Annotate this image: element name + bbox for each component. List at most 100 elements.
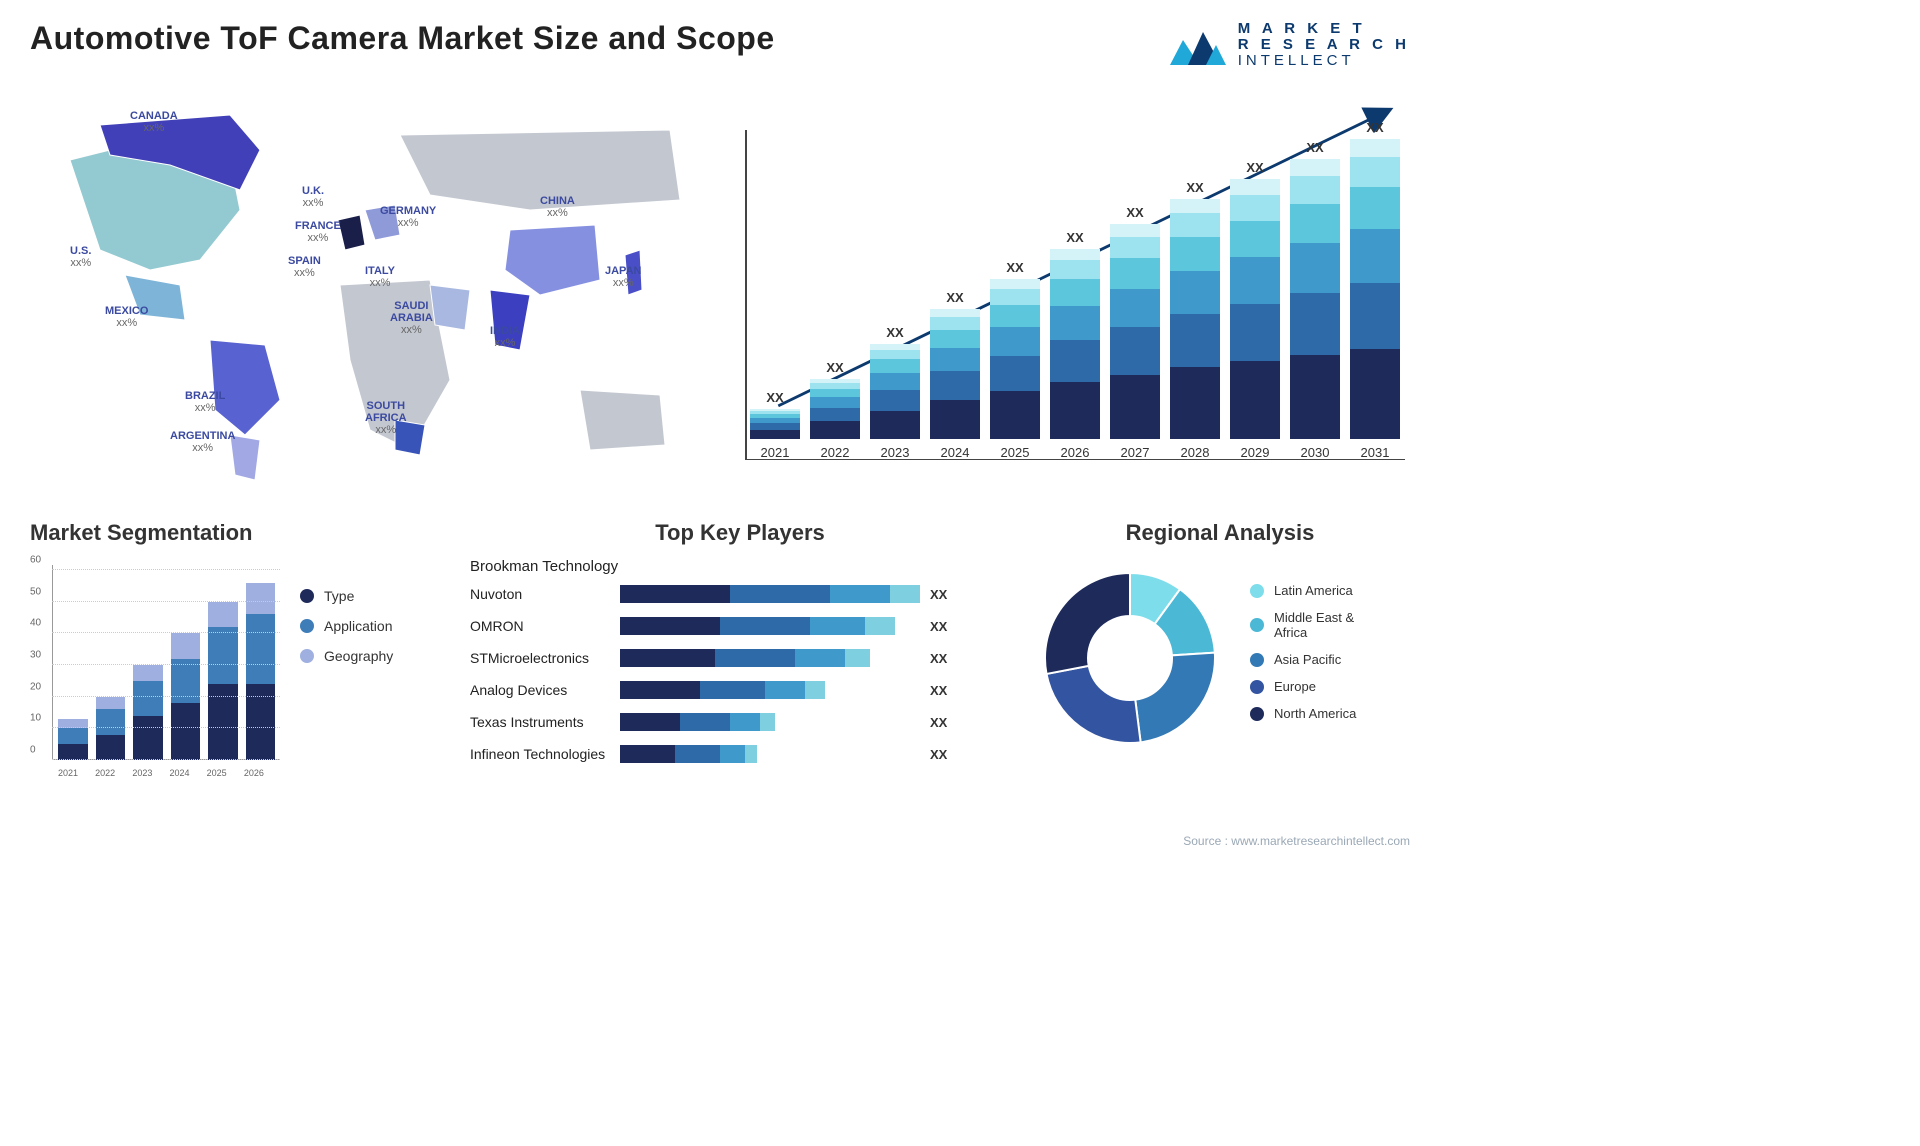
country-au — [580, 390, 665, 450]
segmentation-chart: 0102030405060202120222023202420252026 — [30, 558, 280, 778]
bar-segment — [810, 421, 860, 439]
bar-value-label: XX — [1006, 260, 1023, 275]
players-list: Nuvoton XXOMRON XXSTMicroelectronics XXA… — [470, 581, 1010, 767]
bar-value-label: XX — [1306, 140, 1323, 155]
grid-line — [52, 759, 280, 760]
map-label: MEXICOxx% — [105, 305, 148, 329]
bar-segment — [870, 411, 920, 440]
map-label: GERMANYxx% — [380, 205, 436, 229]
player-name: Texas Instruments — [470, 714, 620, 730]
grid-line — [52, 696, 280, 697]
seg-bar-col — [58, 719, 88, 760]
map-label: U.K.xx% — [302, 185, 324, 209]
main-bar-col: XX2029 — [1230, 160, 1280, 460]
player-bar-seg — [730, 585, 830, 603]
legend-label: Asia Pacific — [1274, 652, 1341, 667]
bottom-section: Market Segmentation 01020304050602021202… — [30, 520, 1410, 790]
bar-segment — [750, 430, 800, 439]
bar-value-label: XX — [1066, 230, 1083, 245]
seg-bar-segment — [96, 735, 126, 760]
bar-segment — [1110, 375, 1160, 440]
map-label: CHINAxx% — [540, 195, 575, 219]
seg-bar-col — [208, 602, 238, 760]
legend-label: Application — [324, 618, 393, 634]
player-row: Nuvoton XX — [470, 581, 1010, 607]
player-bar-seg — [620, 745, 675, 763]
player-bar-seg — [715, 649, 795, 667]
bar-segment — [1230, 361, 1280, 439]
bar-segment — [990, 391, 1040, 439]
country-cn — [505, 225, 600, 295]
bar-segment — [1170, 314, 1220, 367]
bar-segment — [1050, 279, 1100, 306]
country-eu1 — [338, 215, 365, 250]
seg-x-label: 2025 — [207, 768, 227, 778]
logo: M A R K E T R E S E A R C H INTELLECT — [1168, 20, 1410, 70]
y-tick: 10 — [30, 713, 41, 724]
main-bar-col: XX2027 — [1110, 205, 1160, 460]
map-label: CANADAxx% — [130, 110, 178, 134]
bar-segment — [750, 423, 800, 430]
main-bar-col: XX2021 — [750, 390, 800, 460]
player-bar-seg — [675, 745, 720, 763]
player-bar-seg — [760, 713, 775, 731]
player-value: XX — [930, 747, 947, 762]
player-row: Texas Instruments XX — [470, 709, 1010, 735]
map-label: ITALYxx% — [365, 265, 395, 289]
player-row: Infineon Technologies XX — [470, 741, 1010, 767]
player-bar-seg — [700, 681, 765, 699]
seg-bar-segment — [246, 583, 276, 615]
bar-segment — [1170, 213, 1220, 237]
map-label: JAPANxx% — [605, 265, 641, 289]
player-bar-seg — [765, 681, 805, 699]
bar-segment — [1230, 179, 1280, 195]
header: Automotive ToF Camera Market Size and Sc… — [30, 20, 1410, 70]
map-label: ARGENTINAxx% — [170, 430, 235, 454]
legend-label: Type — [324, 588, 354, 604]
player-bar-seg — [620, 585, 730, 603]
seg-bar-col — [133, 665, 163, 760]
player-row: OMRON XX — [470, 613, 1010, 639]
source-text: Source : www.marketresearchintellect.com — [1183, 834, 1410, 848]
seg-bar-col — [246, 583, 276, 760]
legend-item: Europe — [1250, 679, 1356, 694]
bar-segment — [1350, 139, 1400, 157]
seg-bar-segment — [133, 665, 163, 681]
map-label: INDIAxx% — [490, 325, 520, 349]
world-map: CANADAxx% U.S.xx% MEXICOxx% BRAZILxx% ARGENT… — [30, 90, 710, 490]
grid-line — [52, 601, 280, 602]
main-bar-col: XX2030 — [1290, 140, 1340, 460]
legend-item: North America — [1250, 706, 1356, 721]
legend-dot — [300, 589, 314, 603]
seg-bar-segment — [133, 716, 163, 760]
player-row: Analog Devices XX — [470, 677, 1010, 703]
legend-item: Latin America — [1250, 583, 1356, 598]
x-label: 2027 — [1121, 445, 1150, 460]
bar-segment — [1050, 306, 1100, 340]
bar-segment — [1350, 187, 1400, 229]
bar-segment — [930, 317, 980, 330]
bar-segment — [930, 400, 980, 439]
legend-dot — [300, 649, 314, 663]
main-bar-col: XX2022 — [810, 360, 860, 460]
legend-dot — [1250, 680, 1264, 694]
seg-bar-segment — [58, 744, 88, 760]
seg-x-label: 2021 — [58, 768, 78, 778]
bar-segment — [1110, 327, 1160, 374]
bar-segment — [1110, 224, 1160, 237]
seg-bar-segment — [171, 703, 201, 760]
player-bar-seg — [845, 649, 870, 667]
player-bar — [620, 713, 920, 731]
map-label: SAUDIARABIAxx% — [390, 300, 433, 336]
legend-label: Middle East &Africa — [1274, 610, 1354, 640]
bar-value-label: XX — [826, 360, 843, 375]
player-value: XX — [930, 715, 947, 730]
legend-label: Latin America — [1274, 583, 1353, 598]
bar-segment — [1230, 257, 1280, 304]
x-label: 2031 — [1361, 445, 1390, 460]
bar-segment — [1050, 382, 1100, 439]
map-label: BRAZILxx% — [185, 390, 225, 414]
bar-segment — [1230, 221, 1280, 257]
map-label: U.S.xx% — [70, 245, 91, 269]
bar-segment — [870, 350, 920, 360]
